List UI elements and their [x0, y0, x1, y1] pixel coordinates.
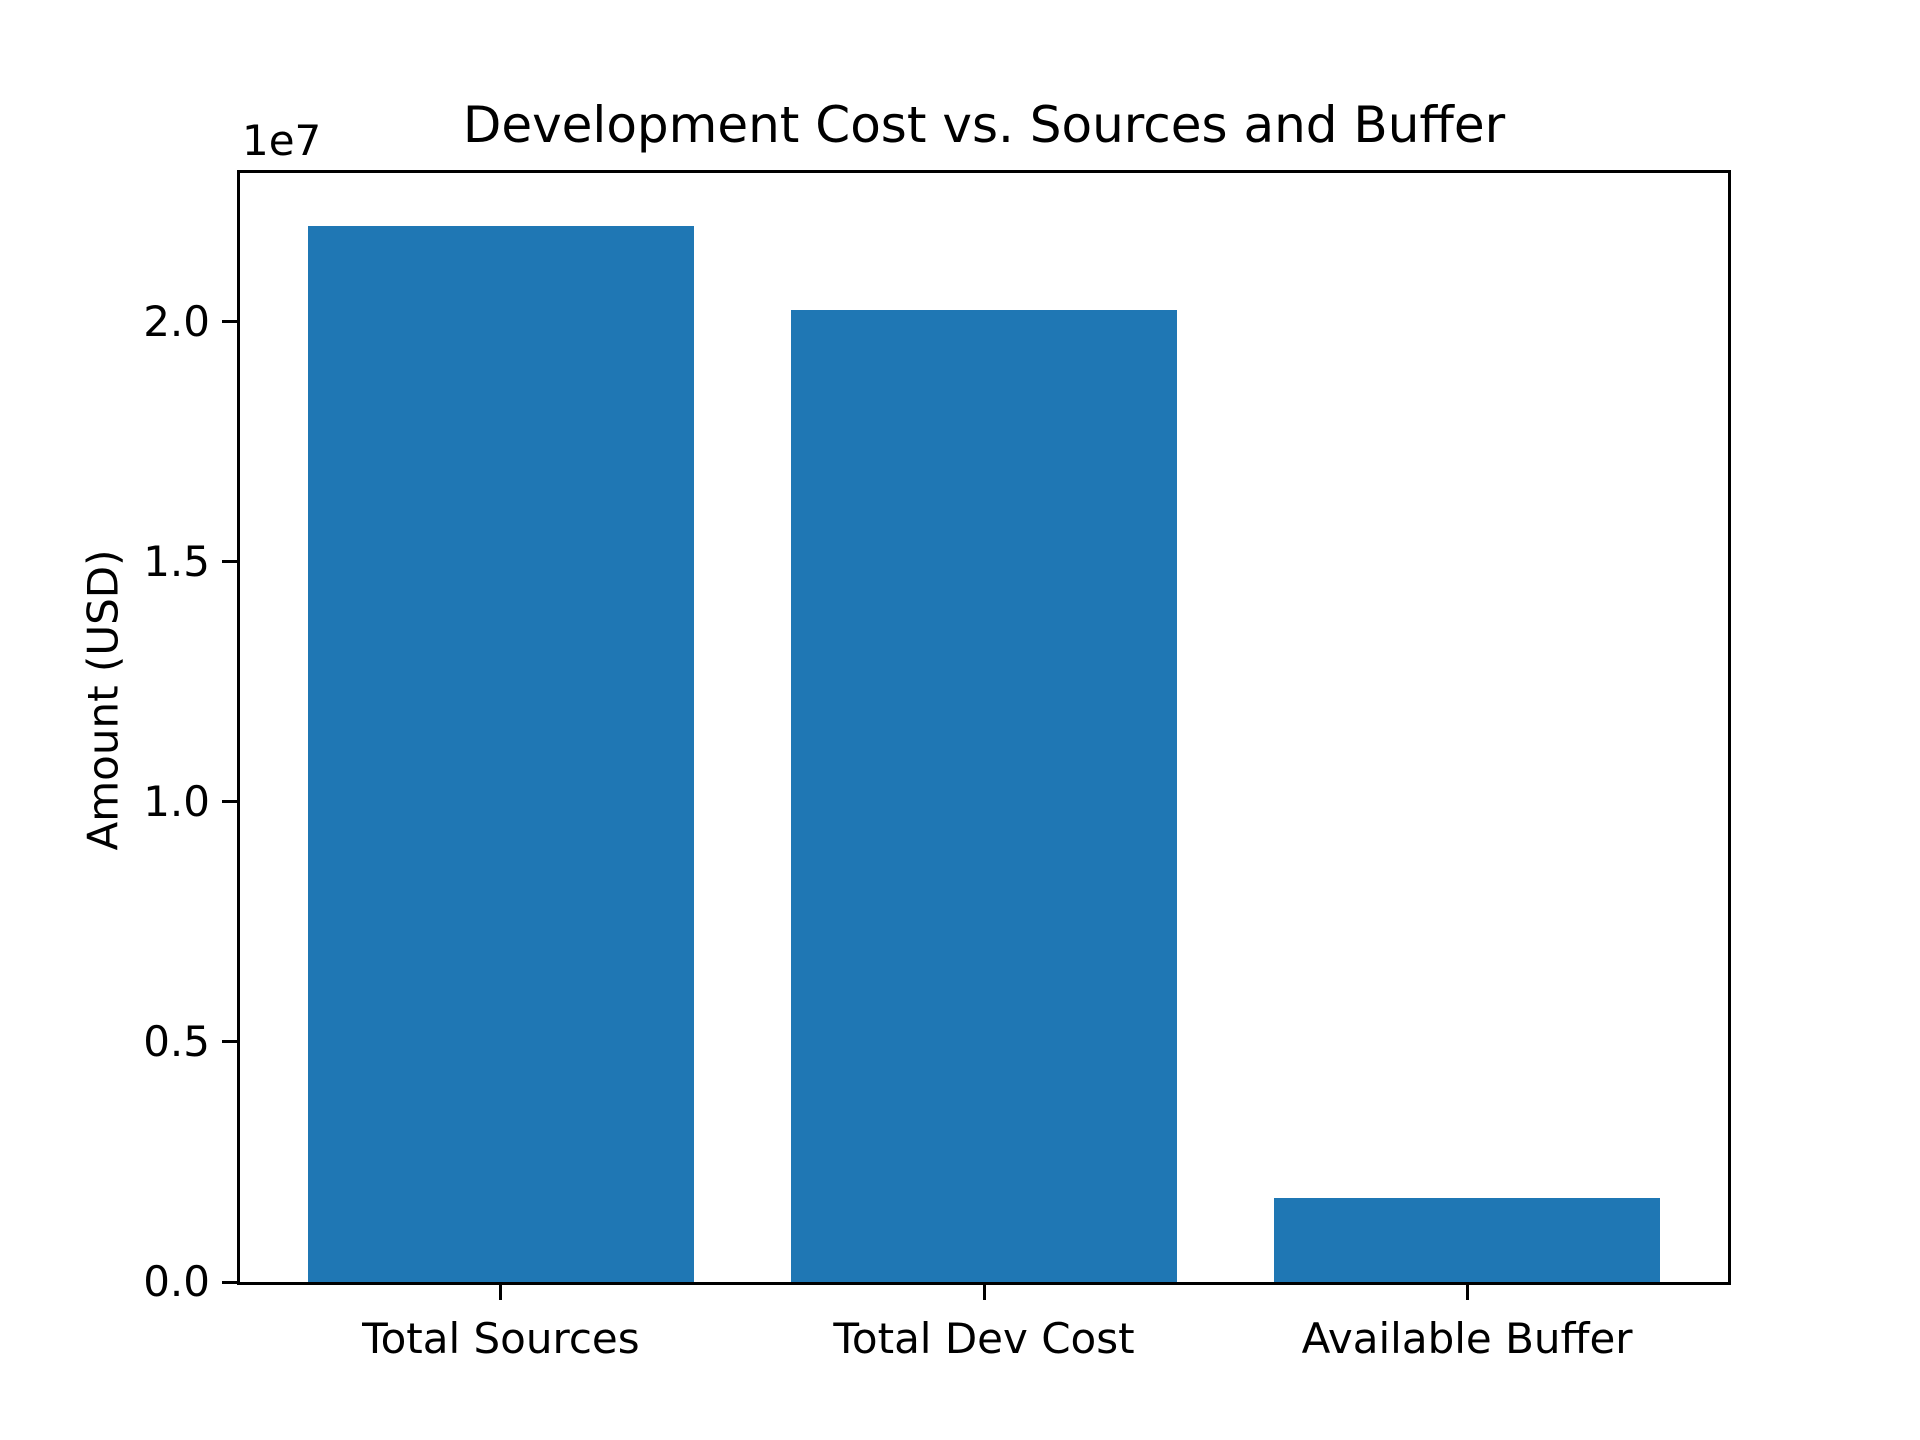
bar-available-buffer [1273, 1198, 1661, 1282]
y-tick [222, 800, 237, 804]
x-tick-label: Total Sources [362, 1314, 640, 1363]
bar-total-dev-cost [790, 309, 1178, 1282]
x-tick-label: Available Buffer [1301, 1314, 1633, 1363]
y-tick [222, 1040, 237, 1044]
y-tick-label: 1.5 [143, 536, 210, 586]
x-tick-label: Total Dev Cost [833, 1314, 1135, 1363]
chart-title: Development Cost vs. Sources and Buffer [462, 96, 1506, 154]
y-tick [222, 560, 237, 564]
y-tick-label: 0.5 [143, 1016, 210, 1066]
y-axis-offset-text: 1e7 [242, 116, 322, 165]
y-tick-label: 0.0 [143, 1257, 210, 1306]
x-tick [982, 1285, 986, 1300]
y-tick [222, 320, 237, 324]
y-tick-label: 1.0 [143, 776, 210, 826]
y-tick [222, 1280, 237, 1284]
x-tick [499, 1285, 503, 1300]
plot-area: 0.0 0.5 1.0 1.5 2.0 Total Sources Total Dev Co… [143, 170, 1731, 1362]
x-tick [1465, 1285, 1469, 1300]
bar-total-sources [307, 225, 695, 1282]
y-tick-label: 2.0 [143, 296, 210, 346]
